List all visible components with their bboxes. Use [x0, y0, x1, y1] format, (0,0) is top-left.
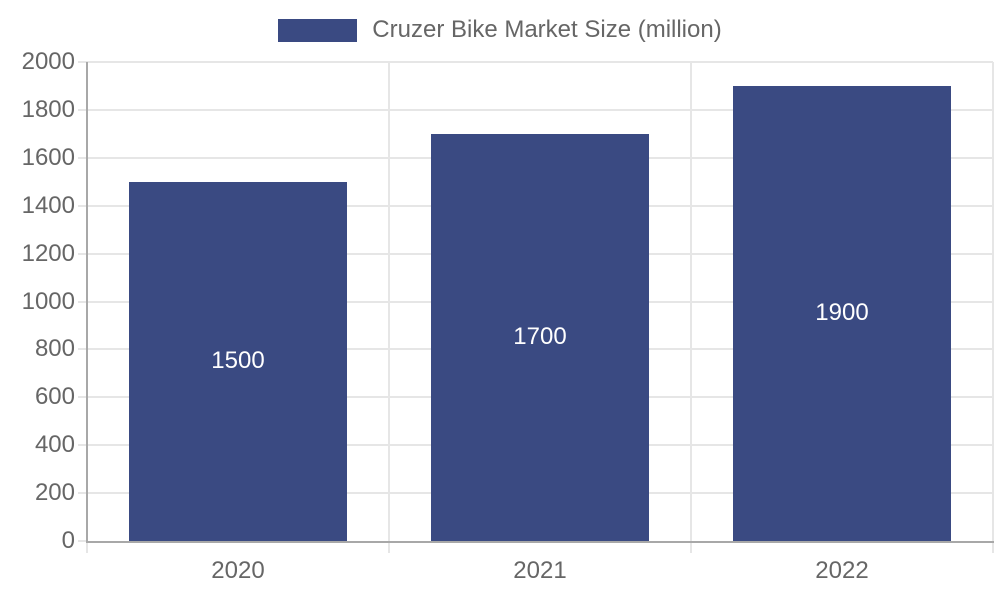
x-gridline: [992, 62, 994, 541]
legend-swatch: [278, 18, 358, 42]
bar-value-label: 1900: [815, 299, 869, 327]
bar-2021[interactable]: 1700: [431, 133, 649, 541]
y-axis-tick-label: 200: [34, 479, 75, 507]
x-axis-tick-label: 2020: [211, 557, 265, 584]
legend-label: Cruzer Bike Market Size (million): [372, 16, 722, 43]
y-axis-tick: [78, 492, 87, 495]
bar-value-label: 1500: [211, 347, 265, 375]
y-axis-tick-label: 1600: [21, 143, 75, 171]
x-axis-tick: [86, 543, 88, 553]
bar-2022[interactable]: 1900: [733, 85, 951, 541]
x-axis-tick: [388, 543, 390, 553]
x-axis-tick: [992, 543, 994, 553]
x-axis-tick-label: 2021: [513, 557, 567, 584]
x-gridline: [388, 62, 390, 541]
y-axis-tick-label: 1800: [21, 95, 75, 123]
x-axis-line: [86, 541, 994, 543]
chart-legend[interactable]: Cruzer Bike Market Size (million): [0, 16, 1000, 44]
x-axis-tick-label: 2022: [815, 557, 869, 584]
y-axis-tick-label: 600: [34, 383, 75, 411]
y-axis-tick-label: 2000: [21, 48, 75, 75]
y-axis-tick: [78, 156, 87, 159]
y-axis-tick: [78, 108, 87, 111]
x-axis-tick: [690, 543, 692, 553]
y-axis-tick: [78, 540, 87, 542]
x-gridline: [690, 62, 692, 541]
y-axis-tick: [78, 396, 87, 399]
y-axis-tick: [78, 444, 87, 447]
y-axis-line: [86, 62, 88, 543]
y-axis-tick-label: 800: [34, 335, 75, 363]
y-axis-tick-label: 0: [61, 527, 75, 554]
y-axis-tick-label: 1000: [21, 287, 75, 315]
y-axis-tick: [78, 204, 87, 207]
bar-value-label: 1700: [513, 323, 567, 351]
y-axis-tick-label: 1400: [21, 191, 75, 219]
y-gridline: [87, 108, 993, 111]
y-axis-tick: [78, 348, 87, 351]
y-axis-tick-label: 1200: [21, 239, 75, 267]
bar-2020[interactable]: 1500: [129, 181, 347, 541]
y-axis-tick: [78, 252, 87, 255]
y-axis-tick-label: 400: [34, 431, 75, 459]
y-axis-tick: [78, 300, 87, 303]
y-gridline: [87, 61, 993, 63]
y-axis-tick: [78, 61, 87, 63]
